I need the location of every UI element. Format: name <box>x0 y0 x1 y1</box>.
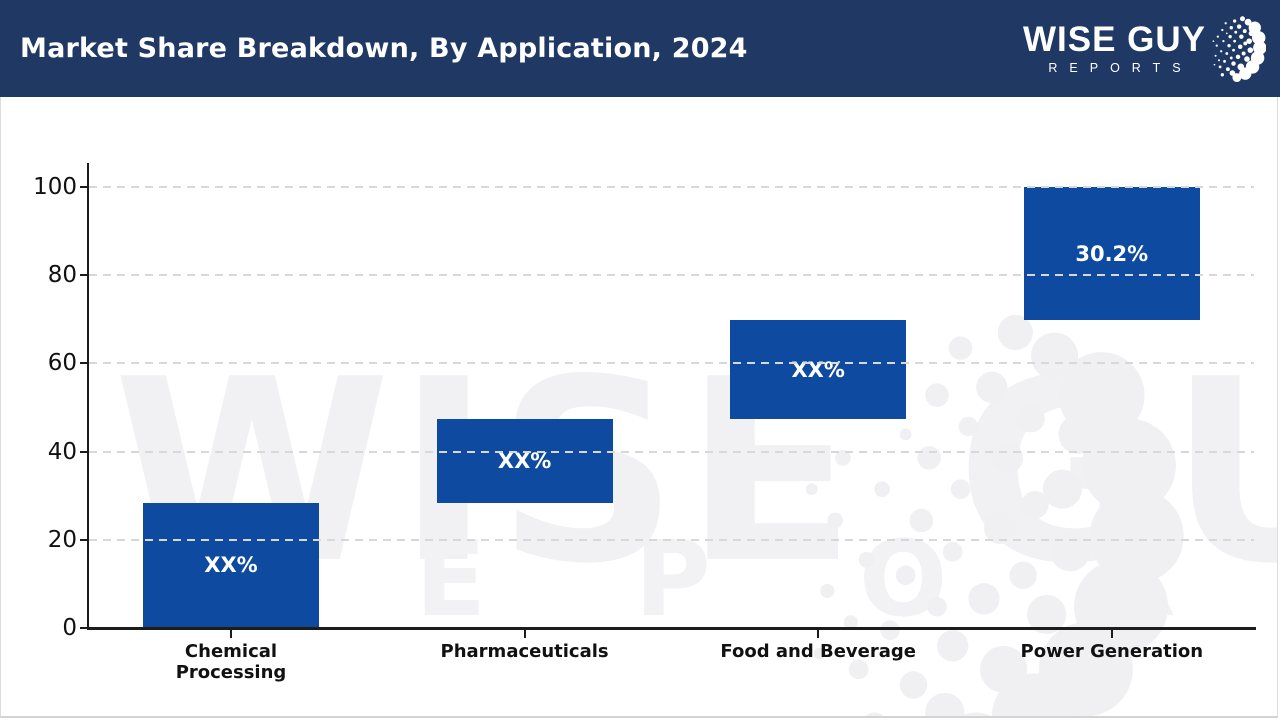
x-axis-tick-mark <box>1110 630 1113 638</box>
y-axis-tick-label: 80 <box>47 262 77 289</box>
y-axis-tick-mark <box>80 627 89 629</box>
gridline-60 <box>89 362 1254 365</box>
gridline-100 <box>89 186 1254 188</box>
y-axis-tick-mark <box>80 450 89 453</box>
y-axis-tick-label: 100 <box>33 174 77 200</box>
gridline-20 <box>89 538 1254 541</box>
page-title: Market Share Breakdown, By Application, … <box>20 33 748 64</box>
x-axis-tick-mark <box>523 630 526 638</box>
x-axis-category-label: Power Generation <box>1020 641 1204 662</box>
y-axis-tick-label: 0 <box>62 615 77 641</box>
bar-power-generation: 30.2% <box>1023 187 1200 321</box>
bar-value-label: XX% <box>791 357 845 382</box>
gridline-40 <box>89 450 1254 453</box>
bar-food-and-beverage: XX% <box>730 320 907 420</box>
y-axis-tick-mark <box>80 362 89 365</box>
y-axis-tick-label: 20 <box>47 526 77 553</box>
y-axis-tick-mark <box>80 274 89 277</box>
brand-logo-text: WISE GUY REPORTS <box>1022 20 1206 76</box>
header-bar: Market Share Breakdown, By Application, … <box>0 0 1280 97</box>
y-axis-tick-mark <box>80 538 89 541</box>
bar-pharmaceuticals: XX% <box>436 419 613 503</box>
y-axis-spine <box>87 163 89 630</box>
y-axis-tick-mark <box>80 186 89 188</box>
brand-name: WISE GUY <box>1022 20 1206 59</box>
bar-chemical-processing: XX% <box>143 502 319 628</box>
y-axis-tick-label: 60 <box>47 350 77 377</box>
y-axis-tick-label: 40 <box>47 438 77 465</box>
x-axis-tick-mark <box>230 630 232 638</box>
brand-logo: WISE GUY REPORTS <box>1023 15 1266 83</box>
gridline-80 <box>89 274 1254 277</box>
x-axis-spine <box>87 627 1256 630</box>
chart-canvas: WISE GU R E P O R T S 020406080100XX%Che… <box>0 97 1278 718</box>
x-axis-category-label: Food and Beverage <box>720 641 916 662</box>
x-axis-category-label: Pharmaceuticals <box>440 641 609 662</box>
x-axis-category-label: Chemical Processing <box>175 641 287 683</box>
bar-value-label: 30.2% <box>1075 241 1149 266</box>
x-axis-tick-mark <box>817 630 820 638</box>
brand-tagline: REPORTS <box>1048 61 1193 75</box>
bar-value-label: XX% <box>204 553 258 578</box>
brand-face-icon <box>1210 15 1266 83</box>
bar-value-label: XX% <box>497 449 552 474</box>
